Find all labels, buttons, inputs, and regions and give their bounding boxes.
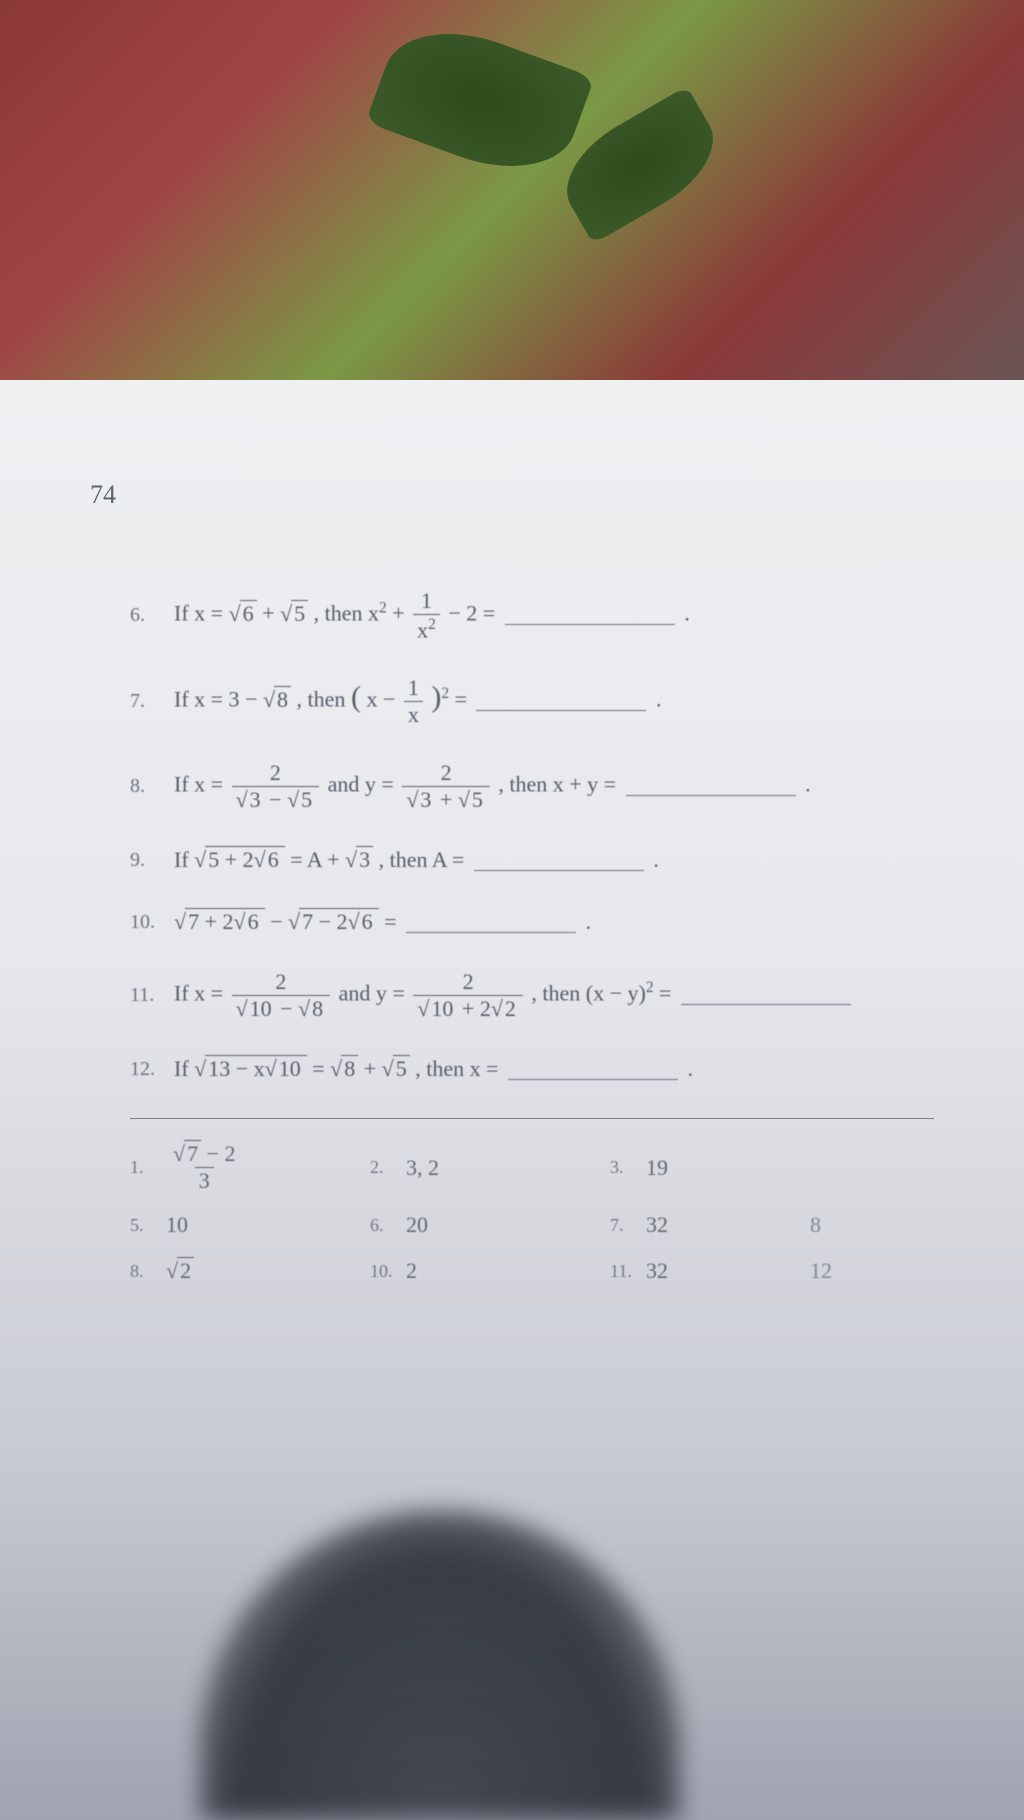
q-number: 6.: [130, 604, 174, 627]
answer-5: 5.10: [130, 1212, 370, 1238]
answer-7: 7.32: [610, 1212, 810, 1238]
answer-blank: [476, 693, 646, 711]
q-text: If x = 6 + 5 , then x2 + 1 x2 − 2 = .: [174, 590, 690, 641]
answer-3: 3.19: [610, 1143, 810, 1192]
answer-2: 2.3, 2: [370, 1143, 610, 1192]
question-9: 9. If 5 + 26 = A + 3 , then A = .: [130, 847, 934, 873]
q-number: 8.: [130, 775, 174, 798]
answer-blank: [474, 853, 644, 871]
q-text: If 13 − x10 = 8 + 5 , then x = .: [174, 1056, 693, 1082]
q-text: If x = 3 − 8 , then ( x − 1 x )2 = .: [174, 677, 661, 726]
page-number: 74: [90, 480, 934, 510]
answers-grid: 1. 7 − 2 3 2.3, 2 3.19 5.10 6.20 7.32 8 …: [130, 1143, 934, 1284]
q-text: If 5 + 26 = A + 3 , then A = .: [174, 847, 659, 873]
answer-8: 8.2: [130, 1258, 370, 1284]
photo-background: [0, 0, 1024, 380]
thumb-shadow: [200, 1510, 680, 1820]
answer-6: 6.20: [370, 1212, 610, 1238]
question-6: 6. If x = 6 + 5 , then x2 + 1 x2 − 2 = .: [130, 590, 934, 641]
q-number: 12.: [130, 1058, 174, 1081]
answer-10: 10.2: [370, 1258, 610, 1284]
question-7: 7. If x = 3 − 8 , then ( x − 1 x )2 = .: [130, 677, 934, 726]
right-edge-8: 8: [810, 1212, 850, 1238]
question-12: 12. If 13 − x10 = 8 + 5 , then x = .: [130, 1056, 934, 1082]
answer-blank: [505, 607, 675, 625]
q-text: If x = 2 3 − 5 and y = 2 3 + 5 , then x …: [174, 762, 811, 811]
question-8: 8. If x = 2 3 − 5 and y = 2 3 + 5 , then…: [130, 762, 934, 811]
answer-blank: [508, 1062, 678, 1080]
q-number: 11.: [130, 984, 174, 1007]
q-text: If x = 2 10 − 8 and y = 2 10 + 22 , then…: [174, 971, 855, 1020]
question-11: 11. If x = 2 10 − 8 and y = 2 10 + 22 , …: [130, 971, 934, 1020]
answer-11: 11.32: [610, 1258, 810, 1284]
answer-blank: [681, 987, 851, 1005]
right-edge-12: 12: [810, 1258, 850, 1284]
answer-blank: [626, 778, 796, 796]
leaf-shape: [366, 9, 595, 190]
worksheet-page: 74 6. If x = 6 + 5 , then x2 + 1 x2 − 2 …: [0, 380, 1024, 1820]
q-number: 7.: [130, 690, 174, 713]
answers-divider: [130, 1118, 934, 1119]
q-text: 7 + 26 − 7 − 26 = .: [174, 909, 591, 935]
q-number: 9.: [130, 849, 174, 872]
answer-1: 1. 7 − 2 3: [130, 1143, 370, 1192]
answer-blank: [406, 915, 576, 933]
question-10: 10. 7 + 26 − 7 − 26 = .: [130, 909, 934, 935]
q-number: 10.: [130, 911, 174, 934]
